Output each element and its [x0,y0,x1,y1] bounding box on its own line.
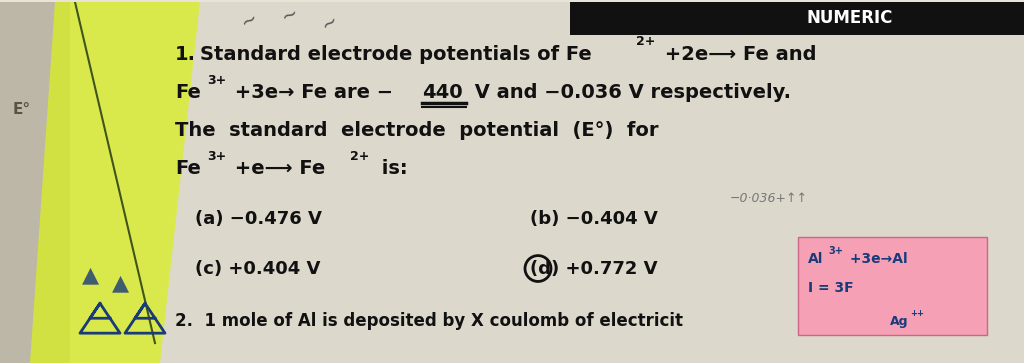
Text: 3+: 3+ [207,74,226,87]
Polygon shape [30,2,200,363]
Text: The  standard  electrode  potential  (E°)  for: The standard electrode potential (E°) fo… [175,121,658,140]
Text: ~: ~ [279,3,301,27]
Text: +2e⟶ Fe and: +2e⟶ Fe and [658,45,816,64]
Text: Standard electrode potentials of Fe: Standard electrode potentials of Fe [200,45,592,64]
Text: ▲: ▲ [112,273,129,293]
Text: Fe: Fe [175,83,201,102]
Text: 1.: 1. [175,45,196,64]
Text: (b) −0.404 V: (b) −0.404 V [530,210,657,228]
Text: +3e→ Fe are −: +3e→ Fe are − [228,83,393,102]
Text: Al: Al [808,252,823,266]
Text: −0·036+↑↑: −0·036+↑↑ [730,192,808,205]
Text: Fe: Fe [175,159,201,178]
Text: ~: ~ [239,8,262,32]
FancyBboxPatch shape [798,237,987,335]
Text: (d) +0.772 V: (d) +0.772 V [530,260,657,278]
Text: E°: E° [13,102,31,117]
Text: ~: ~ [317,11,342,35]
Text: 3+: 3+ [207,150,226,163]
Text: 2.  1 mole of Al is deposited by X coulomb of electricit: 2. 1 mole of Al is deposited by X coulom… [175,312,683,330]
Text: 2+: 2+ [350,150,370,163]
Text: is:: is: [375,159,408,178]
Text: Ag: Ag [890,315,908,328]
FancyBboxPatch shape [570,2,1024,35]
Text: +3e→Al: +3e→Al [845,252,907,266]
Text: ▲: ▲ [82,265,98,285]
Text: NUMERIC: NUMERIC [807,9,893,27]
Text: V and −0.036 V respectively.: V and −0.036 V respectively. [468,83,791,102]
Text: 440: 440 [422,83,463,102]
Text: ++: ++ [910,309,924,318]
Text: 2+: 2+ [636,35,655,48]
Text: (c) +0.404 V: (c) +0.404 V [195,260,321,278]
Text: 3+: 3+ [828,246,843,256]
Text: +e⟶ Fe: +e⟶ Fe [228,159,326,178]
Text: (a) −0.476 V: (a) −0.476 V [195,210,322,228]
FancyBboxPatch shape [0,2,70,363]
Text: I = 3F: I = 3F [808,281,854,295]
